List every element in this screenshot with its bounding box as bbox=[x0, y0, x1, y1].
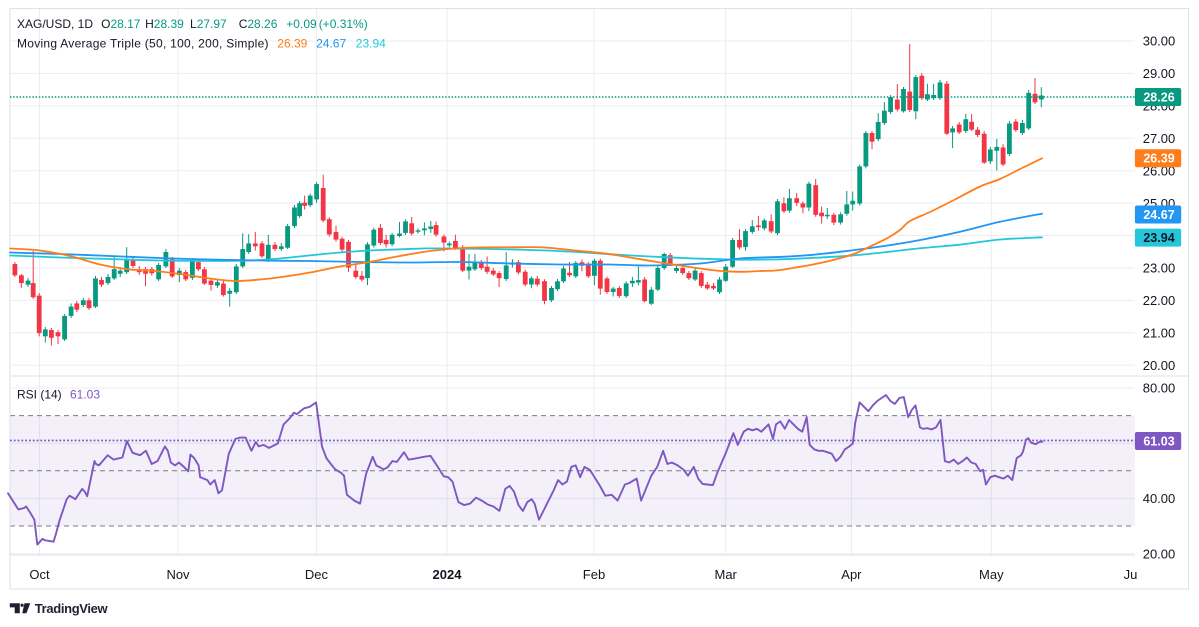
svg-text:23.00: 23.00 bbox=[1143, 261, 1176, 276]
svg-text:27.00: 27.00 bbox=[1143, 131, 1176, 146]
svg-text:O28.17: O28.17 bbox=[101, 17, 141, 31]
svg-text:Ju: Ju bbox=[1124, 567, 1138, 582]
svg-text:80.00: 80.00 bbox=[1143, 381, 1176, 396]
svg-text:H28.39: H28.39 bbox=[145, 17, 184, 31]
svg-text:30.00: 30.00 bbox=[1143, 34, 1176, 49]
svg-text:C28.26: C28.26 bbox=[239, 17, 278, 31]
svg-text:Moving Average Triple (50, 100: Moving Average Triple (50, 100, 200, Sim… bbox=[17, 36, 269, 50]
svg-text:TradingView: TradingView bbox=[35, 601, 109, 616]
svg-text:40.00: 40.00 bbox=[1143, 491, 1176, 506]
svg-text:21.00: 21.00 bbox=[1143, 326, 1176, 341]
svg-text:(+0.31%): (+0.31%) bbox=[319, 17, 368, 31]
svg-text:XAG/USD, 1D: XAG/USD, 1D bbox=[17, 17, 93, 31]
svg-text:L27.97: L27.97 bbox=[190, 17, 227, 31]
svg-text:28.26: 28.26 bbox=[1143, 90, 1174, 104]
svg-text:20.00: 20.00 bbox=[1143, 546, 1176, 561]
svg-text:+0.09: +0.09 bbox=[286, 17, 317, 31]
svg-text:61.03: 61.03 bbox=[1143, 434, 1174, 448]
svg-text:Dec: Dec bbox=[305, 567, 329, 582]
svg-text:Mar: Mar bbox=[715, 567, 738, 582]
svg-text:Feb: Feb bbox=[583, 567, 605, 582]
svg-text:2024: 2024 bbox=[433, 567, 463, 582]
svg-text:RSI (14): RSI (14) bbox=[17, 388, 62, 402]
svg-text:29.00: 29.00 bbox=[1143, 66, 1176, 81]
svg-text:20.00: 20.00 bbox=[1143, 358, 1176, 373]
svg-text:22.00: 22.00 bbox=[1143, 293, 1176, 308]
svg-text:24.67: 24.67 bbox=[316, 36, 346, 50]
svg-text:May: May bbox=[979, 567, 1004, 582]
svg-text:23.94: 23.94 bbox=[356, 36, 386, 50]
svg-text:61.03: 61.03 bbox=[70, 388, 100, 402]
svg-text:26.39: 26.39 bbox=[1143, 152, 1174, 166]
svg-text:Nov: Nov bbox=[166, 567, 190, 582]
svg-text:23.94: 23.94 bbox=[1143, 231, 1174, 245]
svg-text:24.67: 24.67 bbox=[1143, 208, 1174, 222]
svg-text:Apr: Apr bbox=[841, 567, 862, 582]
svg-text:Oct: Oct bbox=[29, 567, 50, 582]
svg-text:26.39: 26.39 bbox=[277, 36, 307, 50]
